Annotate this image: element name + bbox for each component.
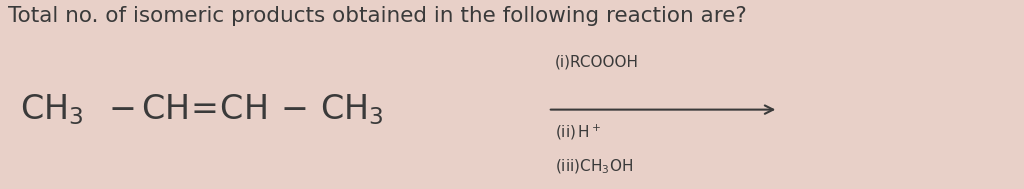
Text: $\mathsf{-\,CH\!=\!CH\,-\,CH_3}$: $\mathsf{-\,CH\!=\!CH\,-\,CH_3}$ [108,92,383,127]
Text: $\mathsf{(iii)CH_3OH}$: $\mathsf{(iii)CH_3OH}$ [555,157,633,176]
Text: $\mathsf{(ii)\,H^+}$: $\mathsf{(ii)\,H^+}$ [555,123,601,142]
Text: $\mathsf{CH_3}$: $\mathsf{CH_3}$ [20,92,84,127]
Text: (i)RCOOOH: (i)RCOOOH [555,55,639,70]
Text: Total no. of isomeric products obtained in the following reaction are?: Total no. of isomeric products obtained … [8,6,746,26]
